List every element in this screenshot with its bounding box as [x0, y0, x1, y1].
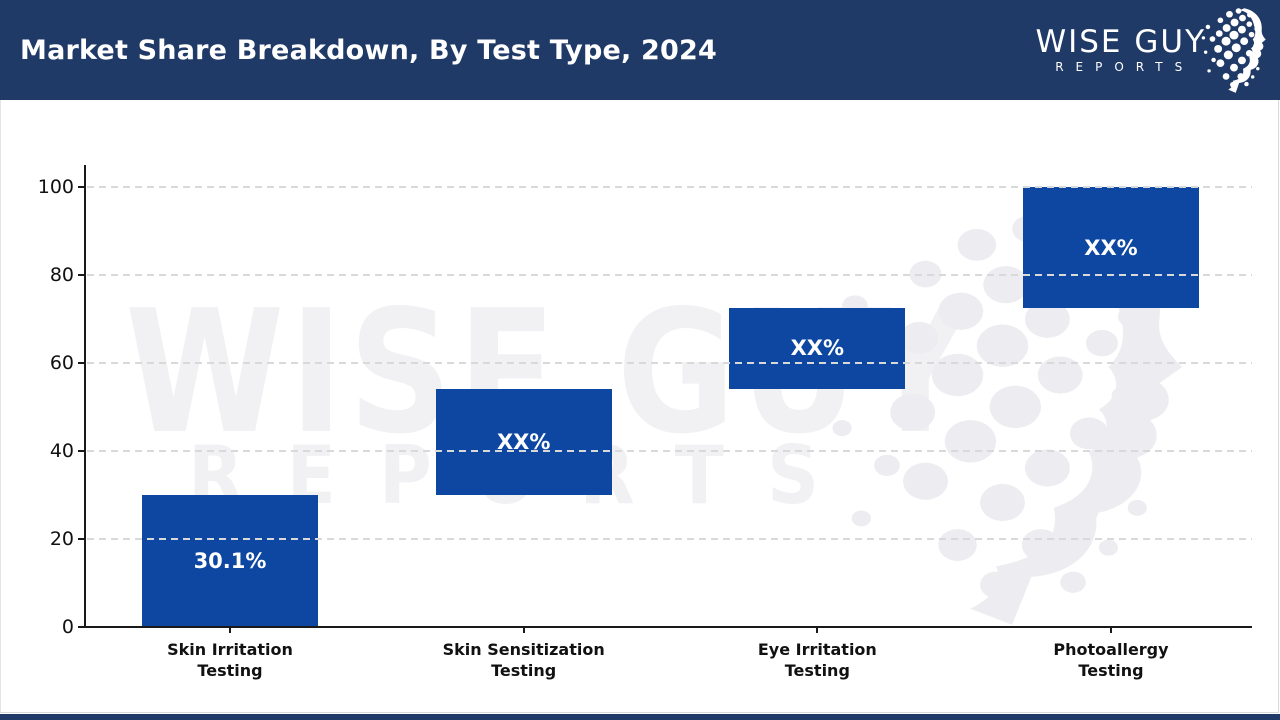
y-tick-label: 80 [49, 264, 74, 286]
y-tick [78, 538, 85, 540]
bar-value-label: XX% [1084, 235, 1138, 260]
bar-photoallergy-testing [1023, 187, 1199, 309]
x-tick [229, 627, 231, 633]
x-tick [816, 627, 819, 633]
y-axis-spine [84, 165, 86, 628]
logo-wordmark-line2: REPORTS [1055, 59, 1195, 74]
bar-value-label: XX% [496, 429, 551, 454]
chart-title: Market Share Breakdown, By Test Type, 20… [20, 34, 718, 66]
header: Market Share Breakdown, By Test Type, 20… [0, 0, 1280, 100]
x-axis-spine [84, 626, 1252, 628]
footer-bar [0, 714, 1280, 720]
y-tick-label: 60 [49, 352, 74, 374]
y-tick [78, 450, 85, 452]
category-label-eye-irritation-testing: Eye Irritation Testing [757, 640, 877, 680]
x-tick [522, 627, 525, 633]
x-tick [1110, 627, 1112, 633]
gridline [87, 538, 1252, 540]
category-label-skin-irritation-testing: Skin Irritation Testing [167, 640, 293, 680]
y-tick [78, 626, 85, 628]
gridline [87, 274, 1252, 276]
bar-value-label: XX% [790, 336, 845, 361]
y-tick-label: 100 [37, 176, 74, 198]
bar-skin-sensitization-testing [435, 388, 612, 495]
y-tick [78, 362, 85, 364]
gridline [87, 186, 1252, 188]
logo: WISE GUY REPORTS [1035, 6, 1268, 94]
gridline [87, 450, 1252, 452]
gridline [87, 362, 1252, 364]
bar-eye-irritation-testing [729, 308, 906, 389]
y-tick [78, 186, 85, 188]
logo-wordmark-line1: WISE GUY [1035, 24, 1206, 61]
logo-wordmark: WISE GUY REPORTS [1035, 26, 1206, 74]
category-label-photoallergy-testing: Photoallergy Testing [1053, 640, 1169, 680]
category-label-skin-sensitization-testing: Skin Sensitization Testing [442, 640, 605, 680]
bar-value-label: 30.1% [193, 548, 267, 573]
content-frame [0, 100, 1279, 713]
y-tick-label: 40 [49, 440, 74, 462]
y-tick [78, 274, 85, 276]
y-tick-label: 0 [61, 616, 74, 638]
y-tick-label: 20 [49, 528, 74, 550]
logo-head-icon [1201, 8, 1266, 93]
bar-skin-irritation-testing [142, 494, 318, 627]
